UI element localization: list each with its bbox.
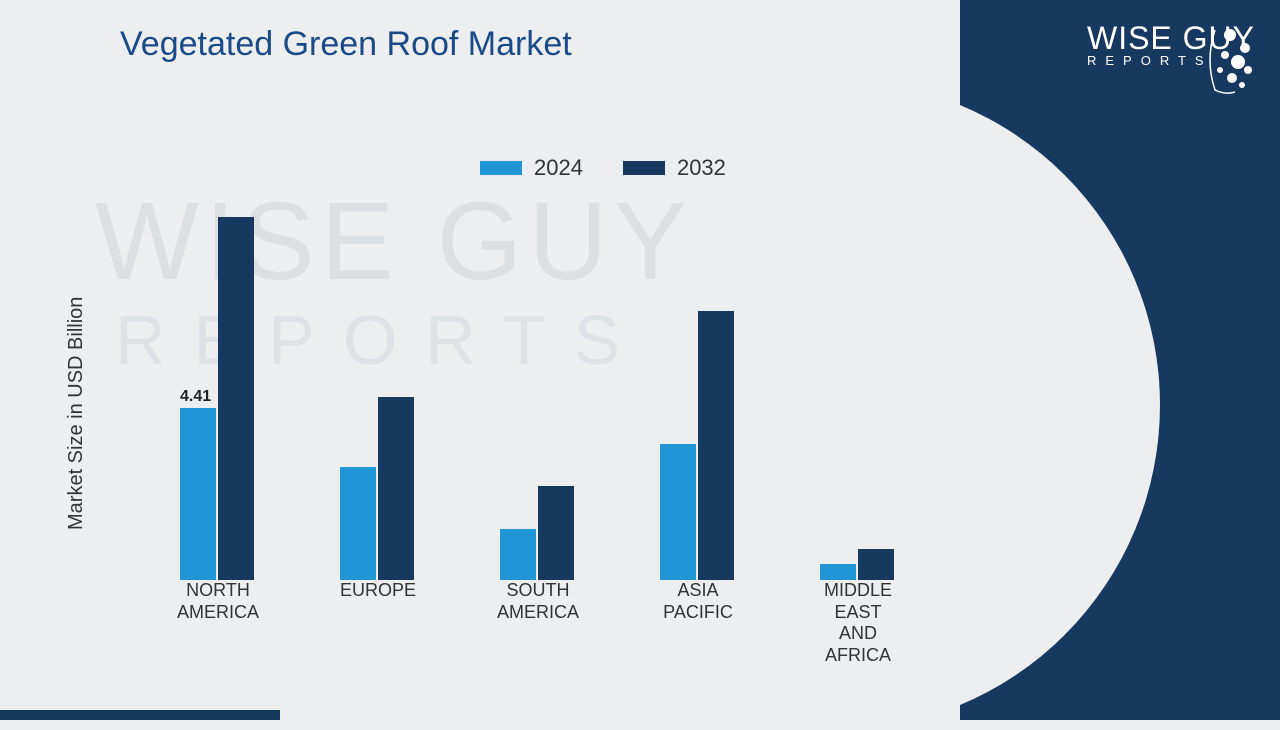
legend-label-2024: 2024	[534, 155, 583, 181]
bottom-accent-bar	[0, 710, 280, 720]
y-axis-label: Market Size in USD Billion	[65, 297, 88, 530]
bar	[858, 549, 894, 580]
bar-group	[660, 311, 740, 580]
chart-container: Market Size in USD Billion 4.41 NORTHAME…	[50, 150, 950, 700]
legend-item-2032: 2032	[623, 155, 726, 181]
bar	[378, 397, 414, 580]
chart-legend: 2024 2032	[480, 155, 726, 181]
bar	[660, 444, 696, 581]
bar	[500, 529, 536, 580]
bar	[820, 564, 856, 580]
x-axis-label: NORTHAMERICA	[158, 580, 278, 623]
x-axis-label: ASIAPACIFIC	[638, 580, 758, 623]
brand-logo: WISE GUY REPORTS	[1087, 20, 1255, 68]
bar-group	[340, 397, 420, 580]
legend-label-2032: 2032	[677, 155, 726, 181]
plot-area: 4.41	[150, 190, 950, 580]
legend-swatch-2032	[623, 161, 665, 175]
bar	[340, 467, 376, 580]
bar	[698, 311, 734, 580]
x-axis-label: SOUTHAMERICA	[478, 580, 598, 623]
bar-group	[500, 486, 580, 580]
x-axis-labels: NORTHAMERICA EUROPE SOUTHAMERICA ASIAPACIFI…	[150, 580, 950, 660]
bar: 4.41	[180, 408, 216, 580]
legend-item-2024: 2024	[480, 155, 583, 181]
bar	[218, 217, 254, 580]
legend-swatch-2024	[480, 161, 522, 175]
x-axis-label: MIDDLEEASTANDAFRICA	[798, 580, 918, 666]
logo-dots-icon	[1190, 20, 1260, 100]
bar-value-label: 4.41	[180, 388, 211, 406]
bar-group: 4.41	[180, 217, 260, 580]
x-axis-label: EUROPE	[318, 580, 438, 602]
chart-title: Vegetated Green Roof Market	[120, 25, 572, 64]
bar	[538, 486, 574, 580]
bar-group	[820, 549, 900, 580]
